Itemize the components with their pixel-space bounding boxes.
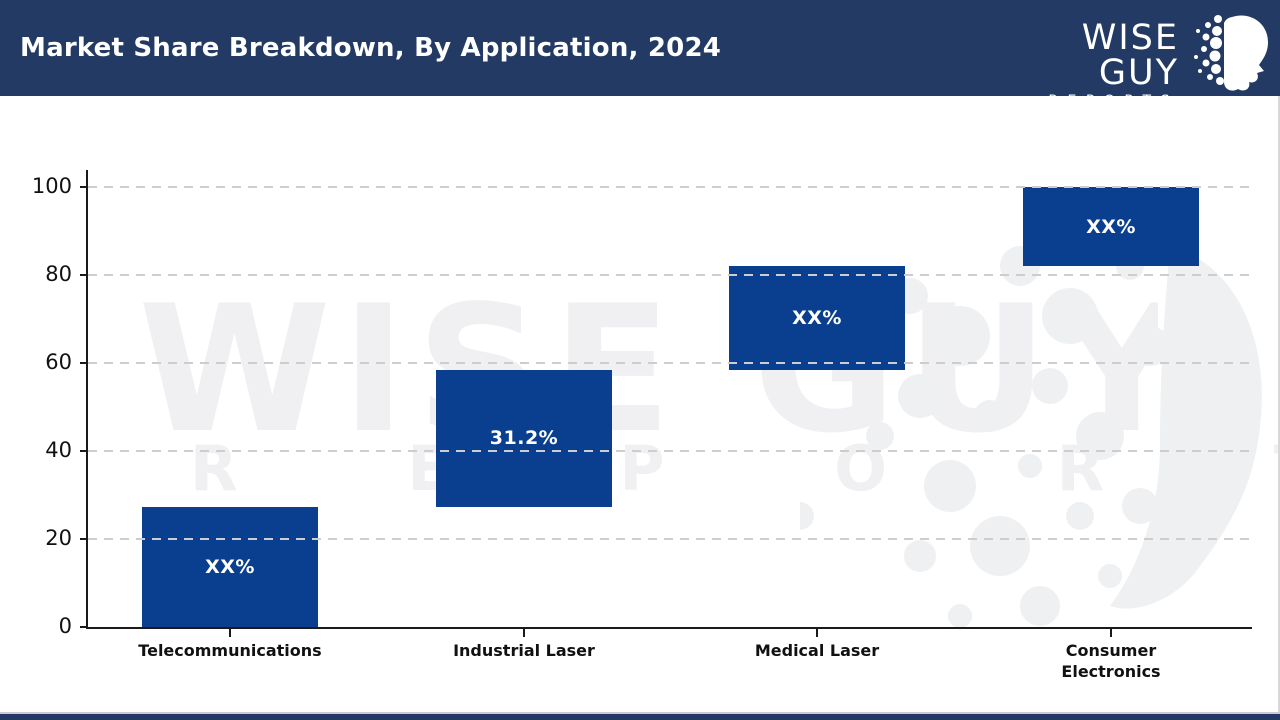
bar: 31.2% <box>436 369 612 507</box>
grid-line <box>88 362 1252 364</box>
x-tick-label: Industrial Laser <box>453 641 595 660</box>
x-tick-label: Consumer Electronics <box>1061 641 1161 681</box>
x-tick-label: Telecommunications <box>138 641 322 660</box>
bar: XX% <box>1023 187 1199 267</box>
x-tick-label: Medical Laser <box>754 641 880 660</box>
wise-guy-logo: WISE GUY REPORTS <box>989 5 1274 109</box>
chart-area: WISE GUY R E P O R T S XX%31.2%XX%XX%020… <box>0 96 1280 720</box>
bar-value-label: 31.2% <box>489 427 559 450</box>
grid-line <box>88 274 1252 276</box>
y-tick-mark <box>80 626 88 628</box>
figure-bottom-border <box>0 712 1280 714</box>
y-tick-mark <box>80 274 88 276</box>
grid-line <box>88 538 1252 540</box>
x-tick-mark <box>816 629 818 637</box>
y-tick-label: 60 <box>45 350 72 374</box>
grid-line <box>88 186 1252 188</box>
y-tick-mark <box>80 538 88 540</box>
bar-value-label: XX% <box>205 555 255 578</box>
y-tick-label: 0 <box>58 614 72 638</box>
logo-face-icon <box>1194 15 1268 91</box>
chart-title: Market Share Breakdown, By Application, … <box>20 33 722 63</box>
y-tick-label: 80 <box>45 262 72 286</box>
x-tick-mark <box>229 629 231 637</box>
y-axis-spine <box>86 170 88 629</box>
bar: XX% <box>729 266 905 370</box>
footer-bar <box>0 714 1280 720</box>
x-axis-spine <box>86 627 1252 629</box>
grid-line <box>88 450 1252 452</box>
header-bar: Market Share Breakdown, By Application, … <box>0 0 1280 109</box>
logo-wordmark: WISE GUY <box>1081 18 1179 93</box>
y-tick-label: 40 <box>45 438 72 462</box>
watermark-wordmark: WISE GUY <box>138 269 1158 472</box>
y-tick-label: 20 <box>45 526 72 550</box>
bar: XX% <box>142 506 318 627</box>
x-tick-mark <box>1110 629 1112 637</box>
y-tick-mark <box>80 450 88 452</box>
y-tick-mark <box>80 186 88 188</box>
x-tick-mark <box>523 629 525 637</box>
y-tick-mark <box>80 362 88 364</box>
bar-value-label: XX% <box>1086 215 1136 238</box>
y-tick-label: 100 <box>31 174 72 198</box>
figure-right-border <box>1278 96 1280 720</box>
bar-value-label: XX% <box>792 306 842 329</box>
